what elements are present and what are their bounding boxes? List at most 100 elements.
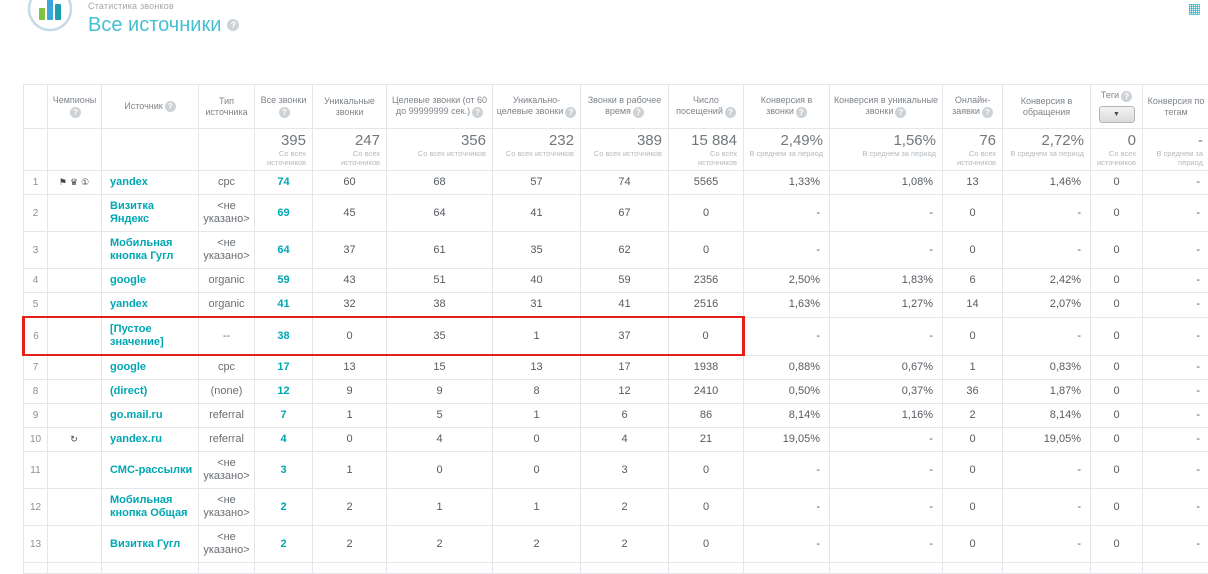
cell-unique_calls: 9 [313, 380, 387, 404]
help-icon[interactable]: ? [982, 107, 993, 118]
col-header-all_calls[interactable]: Все звонки? [255, 85, 313, 129]
help-icon[interactable]: ? [725, 107, 736, 118]
cell-source: (direct) [102, 380, 199, 404]
col-header-unique_target_calls[interactable]: Уникально-целевые звонки? [493, 85, 581, 129]
col-header-target_calls[interactable]: Целевые звонки (от 60 до 99999999 сек.)? [387, 85, 493, 129]
col-header-conv_unique_calls[interactable]: Конверсия в уникальные звонки? [830, 85, 943, 129]
source-link[interactable]: (direct) [110, 385, 147, 397]
row-number: 1 [24, 171, 48, 195]
empty-cell [943, 563, 1003, 574]
col-header-tags[interactable]: Теги?▼ [1091, 85, 1143, 129]
cell-all_calls[interactable]: 41 [255, 293, 313, 318]
col-label: Конверсия в уникальные звонки [834, 95, 938, 116]
summary-value: 15 884 [672, 132, 737, 149]
summary-empty [24, 129, 48, 171]
col-header-online_leads[interactable]: Онлайн-заявки? [943, 85, 1003, 129]
tags-filter-button[interactable]: ▼ [1099, 106, 1135, 123]
columns-settings-icon[interactable]: ▦ [1188, 1, 1201, 15]
help-icon[interactable]: ? [796, 107, 807, 118]
cell-all_calls[interactable]: 59 [255, 269, 313, 293]
help-icon[interactable]: ? [633, 107, 644, 118]
cell-all_calls[interactable]: 74 [255, 171, 313, 195]
cell-conv_leads: 1,46% [1003, 171, 1091, 195]
help-icon[interactable]: ? [70, 107, 81, 118]
summary-empty [48, 129, 102, 171]
source-link[interactable]: Визитка Яндекс [110, 200, 154, 225]
cell-tags: 0 [1091, 269, 1143, 293]
help-icon[interactable]: ? [565, 107, 576, 118]
col-header-unique_calls[interactable]: Уникальные звонки [313, 85, 387, 129]
source-link[interactable]: google [110, 274, 146, 286]
row-number: 4 [24, 269, 48, 293]
cell-conv_unique_calls: - [830, 526, 943, 563]
summary-note: Со всех источников [496, 149, 574, 158]
source-link[interactable]: Мобильная кнопка Гугл [110, 237, 173, 262]
cell-visits: 0 [669, 232, 744, 269]
col-label: Звонки в рабочее время [588, 95, 662, 116]
col-header-conv_leads[interactable]: Конверсия в обращения [1003, 85, 1091, 129]
source-link[interactable]: google [110, 361, 146, 373]
cell-all_calls[interactable]: 69 [255, 195, 313, 232]
source-link[interactable]: yandex.ru [110, 433, 162, 445]
empty-cell [581, 563, 669, 574]
summary-note: Со всех источников [258, 149, 306, 167]
cell-source: [Пустое значение] [102, 317, 199, 355]
cell-all_calls[interactable]: 7 [255, 404, 313, 428]
cell-conv_leads: - [1003, 232, 1091, 269]
cell-source: yandex [102, 171, 199, 195]
cell-all_calls[interactable]: 4 [255, 428, 313, 452]
help-icon[interactable]: ? [1121, 91, 1132, 102]
cell-type: -- [199, 317, 255, 355]
source-link[interactable]: [Пустое значение] [110, 323, 164, 348]
empty-cell [313, 563, 387, 574]
col-header-conv_calls[interactable]: Конверсия в звонки? [744, 85, 830, 129]
col-label: Уникально-целевые звонки [497, 95, 564, 116]
source-link[interactable]: Мобильная кнопка Общая [110, 494, 188, 519]
row-number: 8 [24, 380, 48, 404]
help-icon[interactable]: ? [165, 101, 176, 112]
cell-unique_calls: 0 [313, 428, 387, 452]
cell-all_calls[interactable]: 2 [255, 489, 313, 526]
cell-source: Визитка Яндекс [102, 195, 199, 232]
cell-all_calls[interactable]: 3 [255, 452, 313, 489]
cell-online_leads: 0 [943, 195, 1003, 232]
source-link[interactable]: Визитка Гугл [110, 538, 180, 550]
source-link[interactable]: yandex [110, 298, 148, 310]
help-icon[interactable]: ? [472, 107, 483, 118]
app-logo [27, 0, 73, 32]
cell-all_calls[interactable]: 2 [255, 526, 313, 563]
col-label: Источник [124, 101, 162, 111]
cell-conv_calls: - [744, 232, 830, 269]
cell-work_time_calls: 37 [581, 317, 669, 355]
help-icon[interactable]: ? [279, 107, 290, 118]
cell-tags: 0 [1091, 171, 1143, 195]
cell-all_calls[interactable]: 38 [255, 317, 313, 355]
col-header-source[interactable]: Источник? [102, 85, 199, 129]
cell-all_calls[interactable]: 12 [255, 380, 313, 404]
col-header-type[interactable]: Тип источника [199, 85, 255, 129]
summary-note: В среднем за период [1146, 149, 1203, 167]
col-header-champions[interactable]: Чемпионы? [48, 85, 102, 129]
cell-all_calls[interactable]: 64 [255, 232, 313, 269]
col-header-visits[interactable]: Число посещений? [669, 85, 744, 129]
source-link[interactable]: СМС-рассылки [110, 464, 192, 476]
cell-all_calls[interactable]: 17 [255, 355, 313, 380]
row-number: 7 [24, 355, 48, 380]
title-help-icon[interactable]: ? [227, 19, 239, 31]
summary-empty [199, 129, 255, 171]
source-link[interactable]: go.mail.ru [110, 409, 163, 421]
col-header-work_time_calls[interactable]: Звонки в рабочее время? [581, 85, 669, 129]
cell-type: <не указано> [199, 489, 255, 526]
help-icon[interactable]: ? [895, 107, 906, 118]
col-header-conv_tags[interactable]: Конверсия по тегам [1143, 85, 1208, 129]
cell-type: organic [199, 293, 255, 318]
cell-tags: 0 [1091, 404, 1143, 428]
cell-conv_unique_calls: - [830, 317, 943, 355]
source-link[interactable]: yandex [110, 176, 148, 188]
cell-conv_calls: - [744, 195, 830, 232]
col-label: Конверсия в обращения [1021, 96, 1073, 117]
cell-champions [48, 380, 102, 404]
